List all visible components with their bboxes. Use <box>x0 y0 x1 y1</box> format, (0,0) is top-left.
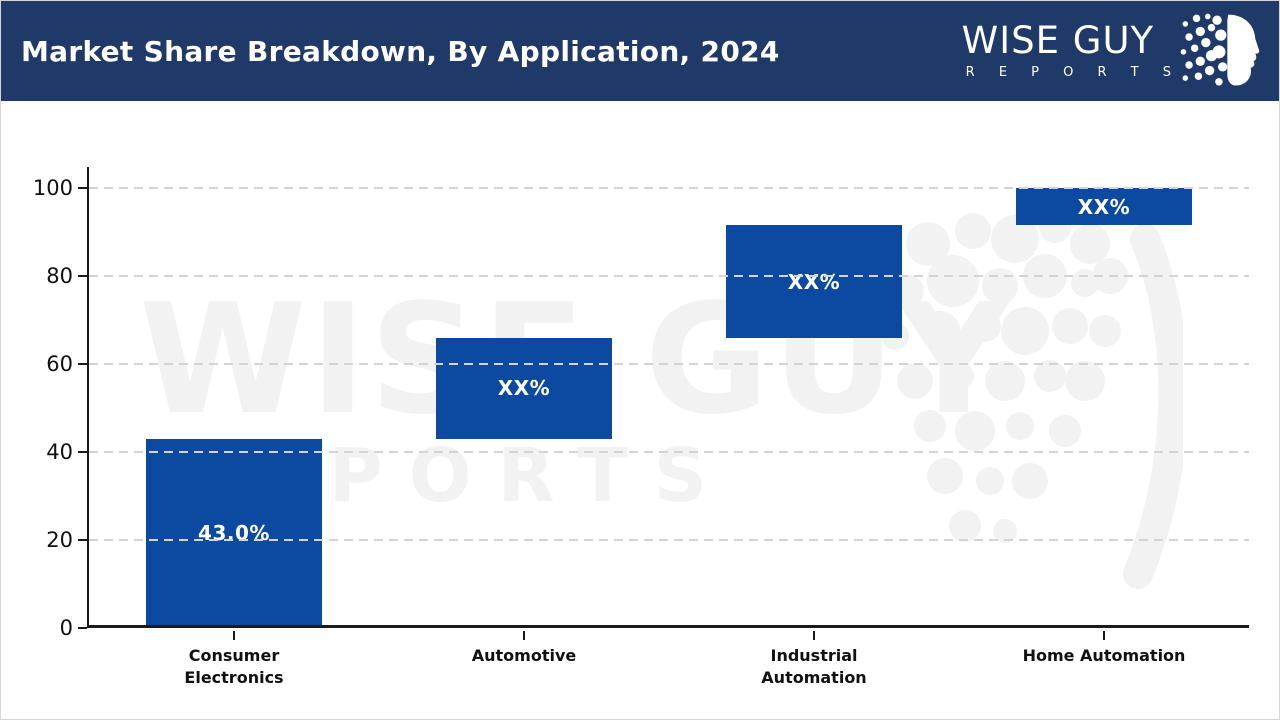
bar-value-label: XX% <box>1077 194 1131 219</box>
y-tick-label-40: 40 <box>46 440 73 464</box>
y-tick-20 <box>78 539 87 541</box>
y-tick-0 <box>78 627 87 629</box>
plot-area: 0 20 40 60 80 100 43.0% Consumer Electronics XX% A… <box>33 167 1249 687</box>
bar-value-label: 43.0% <box>198 521 270 546</box>
logo-text: WISE GUY R E P O R T S <box>962 22 1181 80</box>
bar-home-automation: XX% <box>1016 188 1192 226</box>
x-tick-label-1: Automotive <box>404 645 644 667</box>
y-tick-label-20: 20 <box>46 528 73 552</box>
gridline-60 <box>89 363 1249 365</box>
x-tick-label-0: Consumer Electronics <box>114 645 354 688</box>
x-tick-label-2: Industrial Automation <box>694 645 934 688</box>
y-tick-60 <box>78 363 87 365</box>
y-tick-100 <box>78 187 87 189</box>
y-tick-label-80: 80 <box>46 264 73 288</box>
x-tick-label-line: Automotive <box>471 646 577 665</box>
bar-value-label: XX% <box>497 376 551 401</box>
gridline-100 <box>89 187 1249 189</box>
wise-guy-reports-logo: WISE GUY R E P O R T S <box>962 9 1261 93</box>
gridline-20 <box>89 539 1249 541</box>
logo-wordmark: WISE GUY <box>961 19 1155 62</box>
logo-subtitle: R E P O R T S <box>965 65 1181 80</box>
y-tick-label-100: 100 <box>32 176 73 200</box>
page-title: Market Share Breakdown, By Application, … <box>21 34 780 68</box>
x-tick-2 <box>813 631 815 640</box>
y-tick-40 <box>78 451 87 453</box>
x-tick-1 <box>523 631 525 640</box>
x-tick-label-line: Industrial <box>770 646 858 665</box>
bar-value-label: XX% <box>787 269 841 294</box>
y-tick-80 <box>78 275 87 277</box>
x-tick-label-line: Home Automation <box>1022 646 1186 665</box>
x-tick-label-line: Consumer <box>188 646 280 665</box>
gridline-40 <box>89 451 1249 453</box>
header-bar: Market Share Breakdown, By Application, … <box>1 1 1279 101</box>
x-tick-3 <box>1103 631 1105 640</box>
x-tick-0 <box>233 631 235 640</box>
bar-consumer-electronics: 43.0% <box>146 438 322 628</box>
x-tick-label-3: Home Automation <box>984 645 1224 667</box>
dotted-face-profile-icon <box>1180 13 1260 86</box>
x-axis-line <box>87 625 1249 628</box>
x-tick-label-line: Automation <box>761 667 867 687</box>
x-tick-label-line: Electronics <box>184 667 284 687</box>
gridline-80 <box>89 275 1249 277</box>
bar-industrial-automation: XX% <box>726 225 902 338</box>
bar-automotive: XX% <box>436 337 612 439</box>
y-tick-label-0: 0 <box>59 616 73 640</box>
y-tick-label-60: 60 <box>46 352 73 376</box>
y-axis-line <box>87 167 89 628</box>
